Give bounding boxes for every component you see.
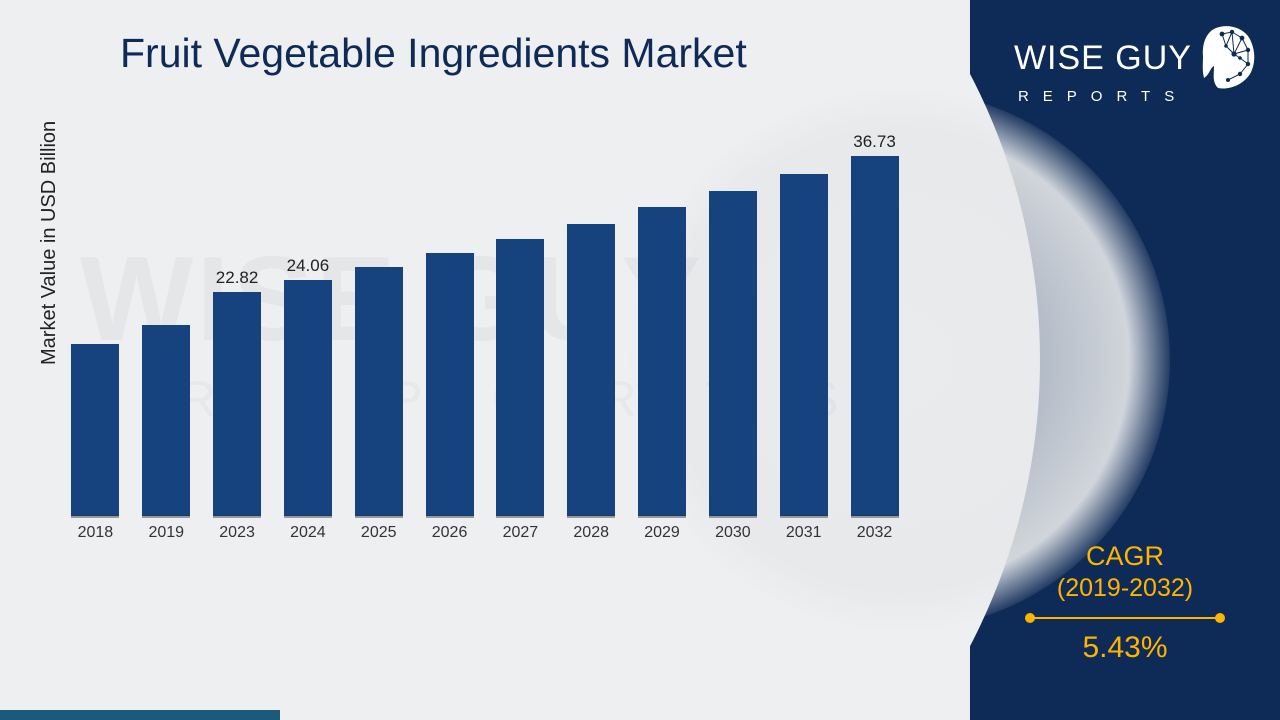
bar-x-label: 2032 [857, 524, 893, 542]
bar [355, 267, 403, 516]
bar-x-label: 2029 [644, 524, 680, 542]
bottom-accent-bar [0, 710, 280, 720]
bar-value-label: 24.06 [287, 256, 330, 276]
bar [142, 325, 190, 516]
bar-slot: 36.73 2032 [849, 156, 900, 542]
bar-slot: 2019 [141, 325, 192, 542]
bar-baseline [496, 516, 544, 518]
bar-baseline [780, 516, 828, 518]
bar-x-label: 2018 [78, 524, 114, 542]
bar-x-label: 2024 [290, 524, 326, 542]
bar-slot: 2030 [707, 191, 758, 542]
bar-slot: 2029 [637, 207, 688, 542]
head-icon [1198, 24, 1258, 92]
bar [71, 344, 119, 516]
bar-slot: 2025 [353, 267, 404, 542]
bar-slot: 2028 [566, 224, 617, 542]
bar [496, 239, 544, 516]
chart-title: Fruit Vegetable Ingredients Market [120, 30, 747, 77]
bar-slot: 22.82 2023 [212, 292, 263, 542]
bar-x-label: 2027 [503, 524, 539, 542]
bar-x-label: 2019 [148, 524, 184, 542]
bar-x-label: 2025 [361, 524, 397, 542]
cagr-range: (2019-2032) [1000, 574, 1250, 603]
bar-value-label: 22.82 [216, 268, 259, 288]
bar-baseline [567, 516, 615, 518]
bar: 36.73 [851, 156, 899, 516]
bar-baseline [355, 516, 403, 518]
bar-baseline [638, 516, 686, 518]
bar-slot: 24.06 2024 [282, 280, 333, 542]
bar-value-label: 36.73 [853, 132, 896, 152]
cagr-value: 5.43% [1000, 631, 1250, 665]
bar-x-label: 2028 [573, 524, 609, 542]
brand-logo: WISE GUY REPORTS [1014, 24, 1258, 105]
y-axis-label: Market Value in USD Billion [38, 121, 61, 365]
bar-x-label: 2023 [219, 524, 255, 542]
bar-x-label: 2030 [715, 524, 751, 542]
bar-slot: 2027 [495, 239, 546, 542]
cagr-title: CAGR [1000, 541, 1250, 572]
bar [426, 253, 474, 516]
bar-baseline [426, 516, 474, 518]
bar-slot: 2026 [424, 253, 475, 542]
bar-slot: 2018 [70, 344, 121, 542]
logo-main-text: WISE GUY [1014, 39, 1192, 78]
cagr-divider [1030, 617, 1220, 619]
cagr-block: CAGR (2019-2032) 5.43% [1000, 541, 1250, 665]
bar-x-label: 2031 [786, 524, 822, 542]
bar [780, 174, 828, 516]
bar-slot: 2031 [778, 174, 829, 542]
bar-baseline [142, 516, 190, 518]
bar-baseline [851, 516, 899, 518]
bar-x-label: 2026 [432, 524, 468, 542]
bar: 24.06 [284, 280, 332, 516]
bar-baseline [284, 516, 332, 518]
bar-chart: 2018 2019 22.82 2023 24.06 2024 2025 2026 2027 20… [70, 150, 900, 570]
bar-baseline [71, 516, 119, 518]
bar-baseline [213, 516, 261, 518]
bar [567, 224, 615, 516]
bar [638, 207, 686, 516]
bar [709, 191, 757, 516]
bar-baseline [709, 516, 757, 518]
bar: 22.82 [213, 292, 261, 516]
